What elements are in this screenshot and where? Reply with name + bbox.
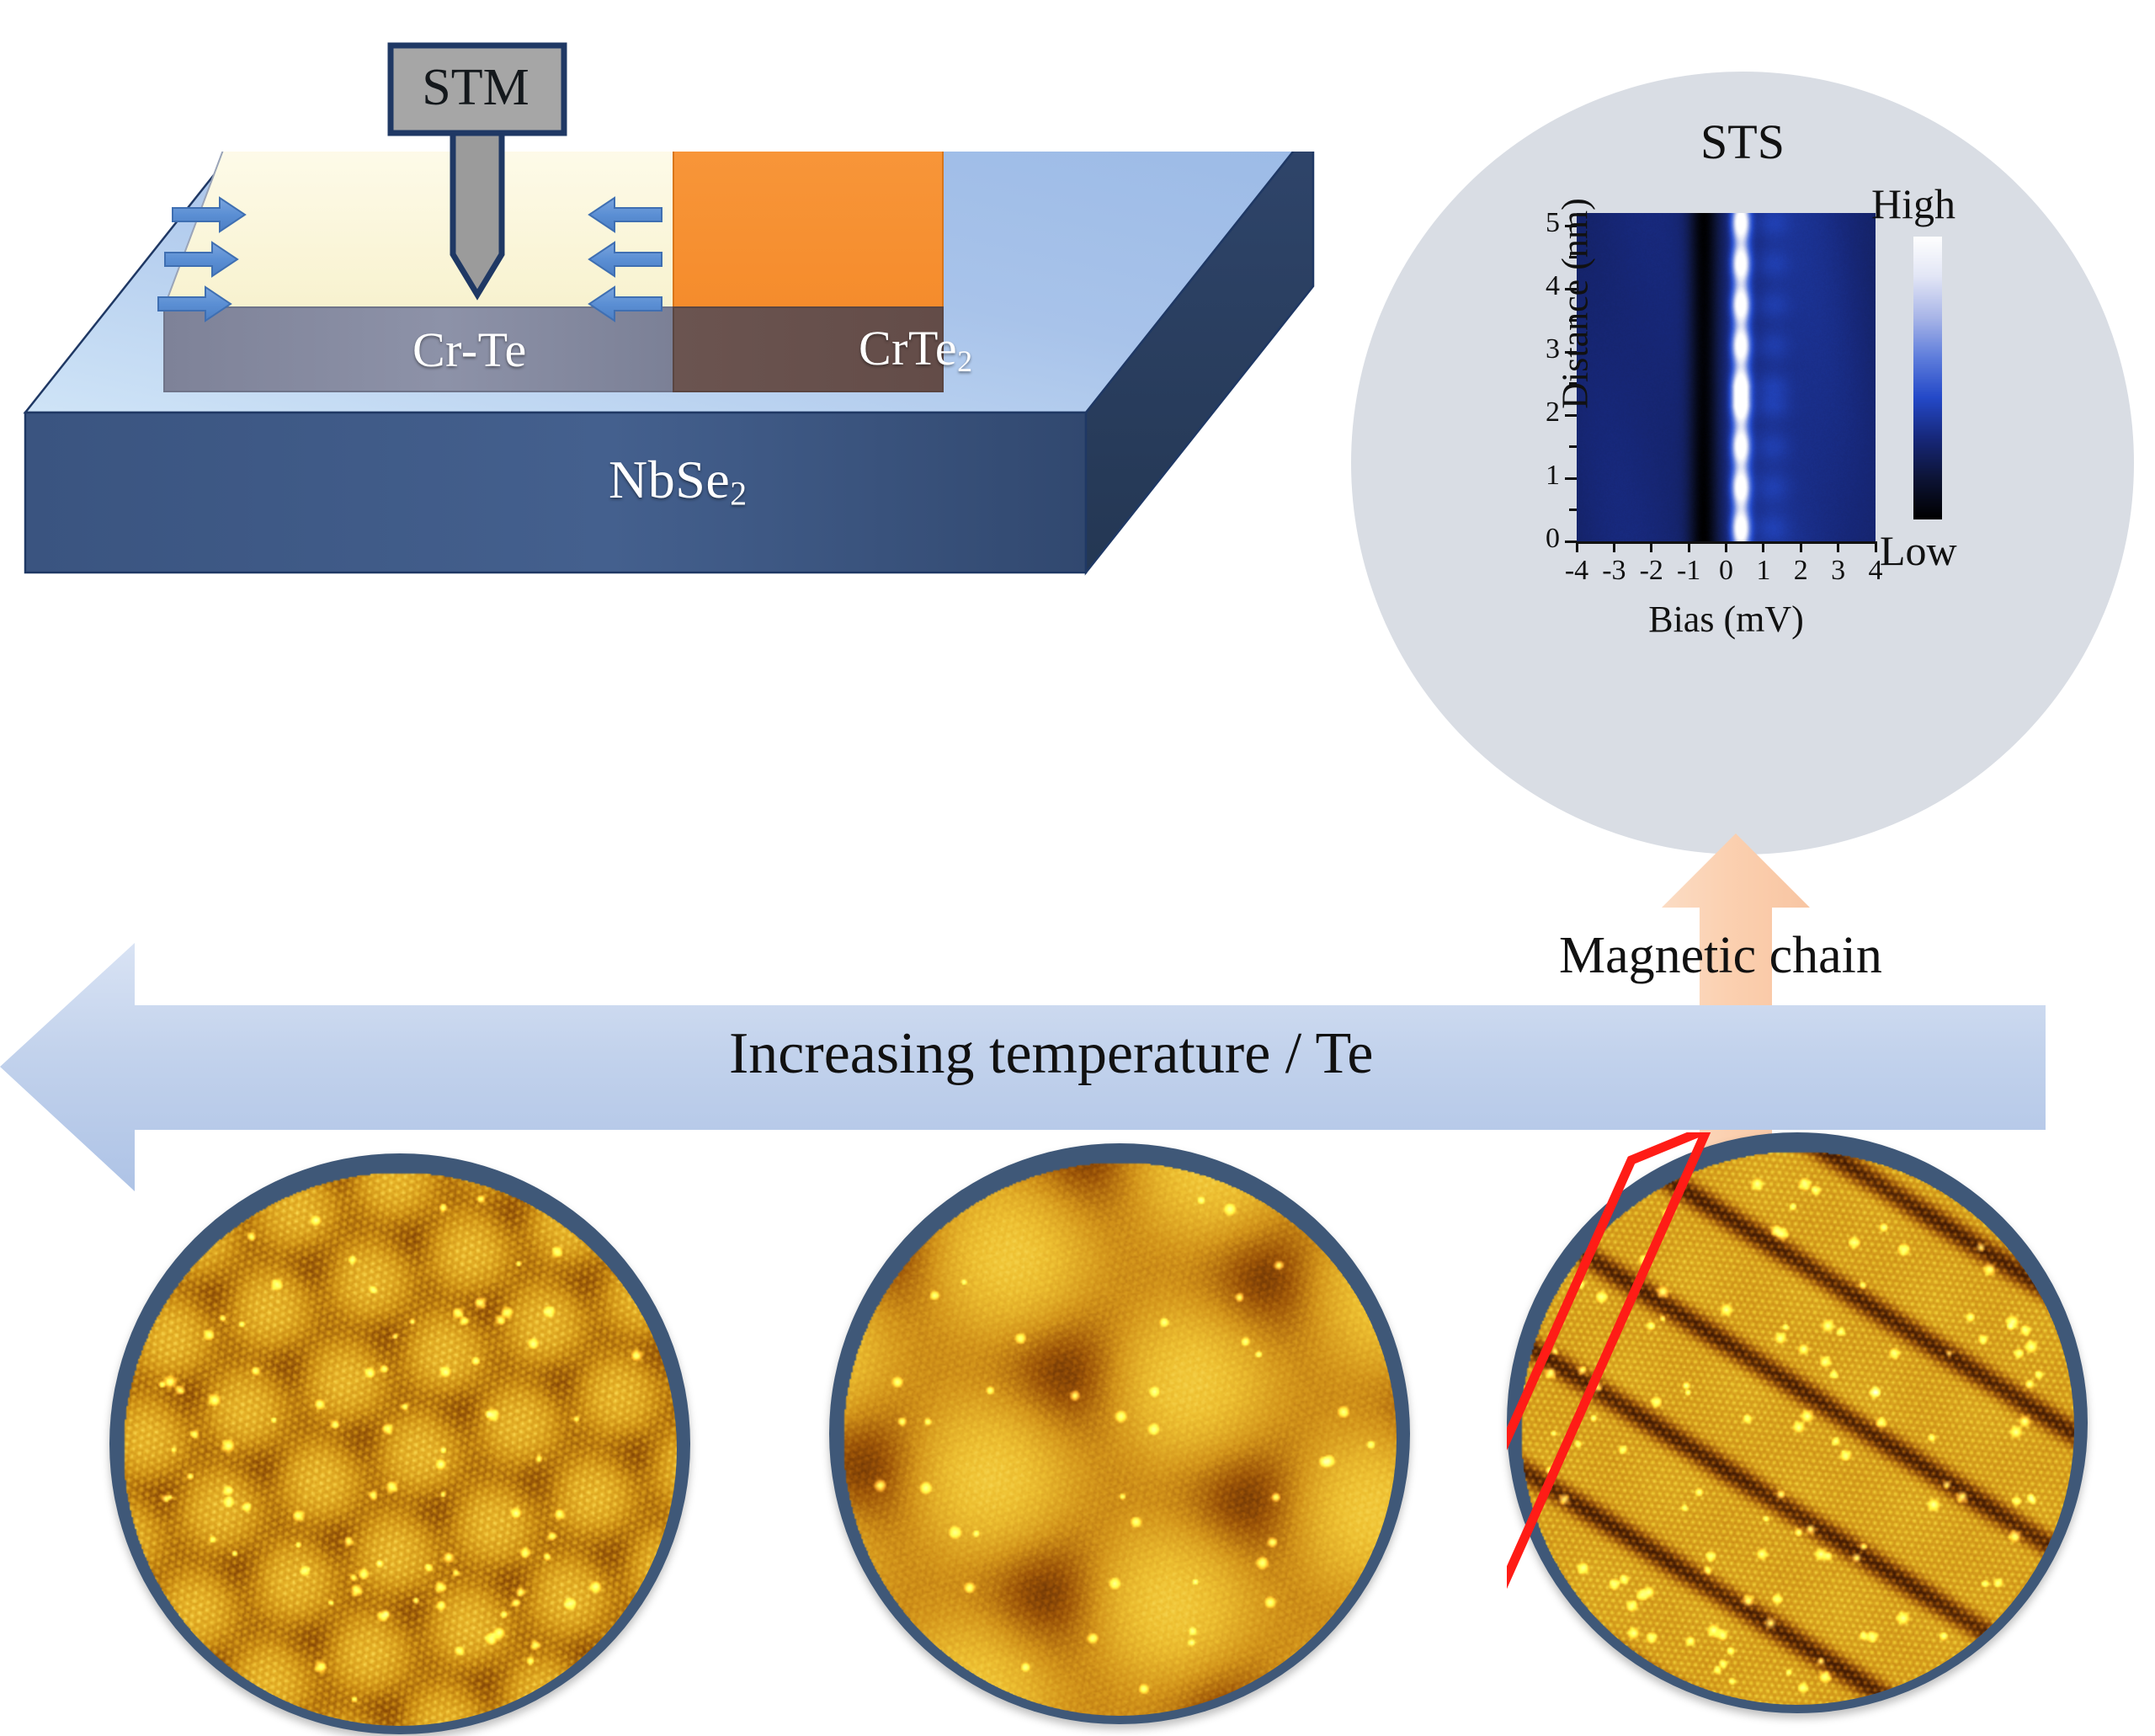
nbse2-label: NbSe2 [609,449,748,514]
sts-colorbar [1913,237,1942,519]
sts-x-tick-label: 0 [1713,555,1740,587]
sts-y-minor-tick [1569,319,1577,322]
sts-y-tick-label: 4 [1533,270,1560,302]
magnetic-chain-highlight-box [1507,1132,2088,1713]
sts-x-tick-label: -4 [1563,555,1590,587]
sts-y-minor-tick [1569,256,1577,258]
sts-y-tick-label: 3 [1533,333,1560,365]
sts-y-tick [1565,351,1577,354]
sts-x-tick-label: -1 [1675,555,1702,587]
sts-y-tick [1565,477,1577,480]
sts-x-tick-label: -3 [1600,555,1627,587]
sts-y-tick [1565,225,1577,227]
sts-x-tick-label: 2 [1787,555,1814,587]
sts-y-minor-tick [1569,509,1577,511]
sts-x-axis-label: Bias (mV) [1577,598,1876,641]
increasing-temperature-label: Increasing temperature / Te [729,1020,1373,1088]
sts-y-axis-label: Distance (nm) [1554,169,1597,439]
stm-image-middle[interactable] [829,1143,1410,1724]
sts-y-tick-label: 2 [1533,397,1560,429]
sts-title: STS [1351,114,2134,170]
stm-tip: STM [387,42,581,320]
sts-x-tick-label: 1 [1750,555,1777,587]
sts-y-minor-tick [1569,445,1577,448]
sts-x-tick-label: -2 [1638,555,1665,587]
sts-heatmap [1577,213,1876,541]
colorbar-high-label: High [1871,179,1955,228]
sts-y-minor-tick [1569,382,1577,385]
colorbar-low-label: Low [1880,526,1957,575]
sts-y-tick-label: 0 [1533,523,1560,555]
cr-te-label: Cr-Te [412,322,527,378]
sample-stack-diagram: Cr-Te CrTe2 NbSe2 [0,152,1347,951]
sts-y-tick-label: 5 [1533,207,1560,239]
sts-y-tick [1565,288,1577,290]
sts-y-tick [1565,541,1577,543]
sts-x-tick-label: 3 [1825,555,1852,587]
sts-x-axis-line [1577,541,1876,544]
crte2-label: CrTe2 [859,320,973,379]
sts-y-tick-label: 1 [1533,460,1560,492]
sts-y-tick [1565,414,1577,417]
stm-needle [453,133,502,295]
sts-panel: STS Distance (nm) Bias (mV) -4 -3 -2 -1 0 1 2 3… [1351,72,2155,880]
stm-image-left[interactable] [109,1153,690,1734]
spin-arrows-right [589,198,662,321]
stm-label: STM [387,42,564,133]
red-rectangle-outline [1507,1132,1707,1713]
